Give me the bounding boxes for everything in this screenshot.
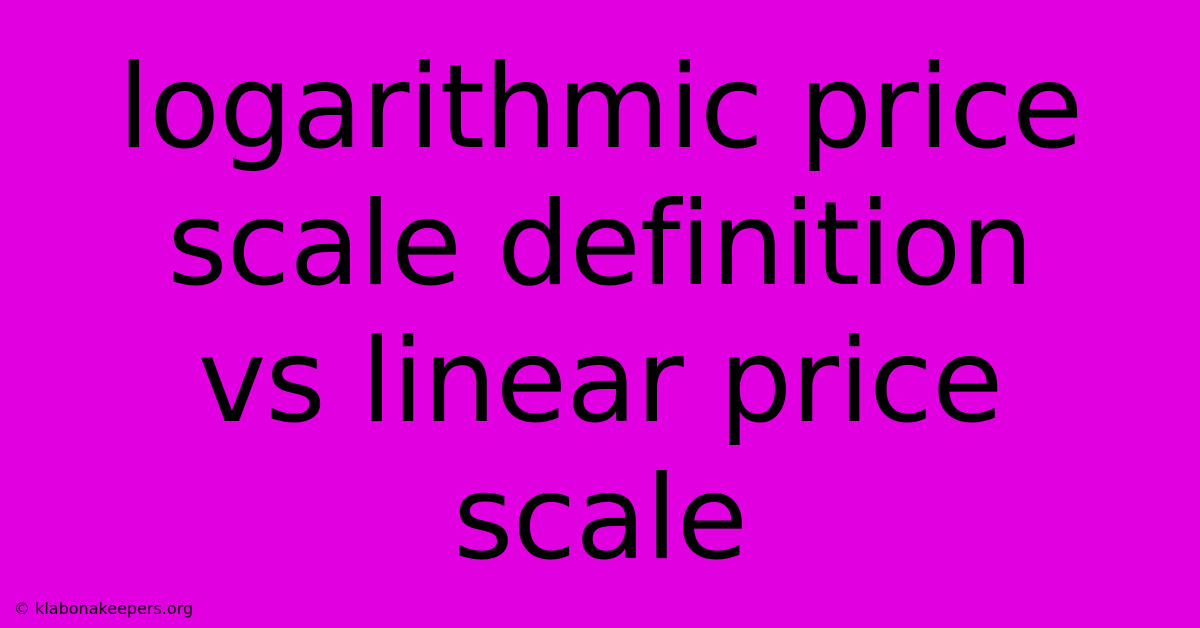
main-text-line-3: vs linear price [198, 314, 1003, 451]
attribution-text: © klabonakeepers.org [14, 599, 193, 618]
main-text-line-2: scale definition [167, 177, 1033, 314]
main-text-line-1: logarithmic price [118, 40, 1082, 177]
main-text-block: logarithmic price scale definition vs li… [0, 0, 1200, 628]
main-text-line-4: scale [453, 451, 747, 588]
